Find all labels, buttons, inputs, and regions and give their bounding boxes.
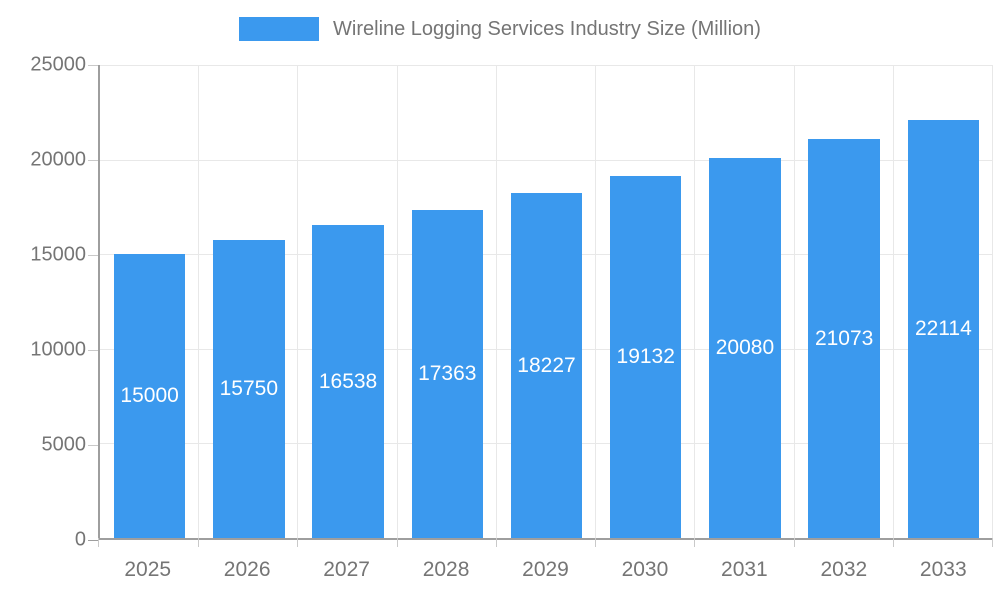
- v-gridline: [198, 65, 200, 538]
- y-tick-mark: [88, 445, 98, 446]
- y-axis-labels: 0 5000 10000 15000 20000 25000: [0, 54, 98, 551]
- bar[interactable]: 16538: [312, 225, 384, 538]
- bar-value-label: 22114: [914, 316, 972, 340]
- y-tick-label: 15000: [30, 243, 86, 266]
- x-tick-mark: [892, 538, 894, 547]
- x-tick-label: 2033: [919, 558, 967, 581]
- y-tick-mark: [88, 255, 98, 256]
- x-tick-mark: [98, 538, 99, 547]
- y-tick-mark: [88, 160, 98, 161]
- v-gridline: [892, 65, 894, 538]
- bar[interactable]: 17363: [411, 209, 483, 538]
- x-tick-mark: [297, 538, 299, 547]
- v-gridline: [495, 65, 497, 538]
- v-gridline: [396, 65, 398, 538]
- v-gridline: [992, 65, 993, 538]
- bar[interactable]: 22114: [907, 119, 980, 538]
- y-tick-label: 20000: [30, 148, 86, 171]
- bar-value-label: 18227: [517, 353, 576, 377]
- bar-value-label: 20080: [715, 336, 775, 360]
- x-tick-mark: [992, 538, 993, 547]
- bar-value-label: 16538: [318, 369, 378, 393]
- x-tick-label: 2025: [124, 558, 172, 581]
- h-gridline: [100, 65, 993, 66]
- x-tick-label: 2027: [323, 558, 370, 581]
- x-tick-mark: [694, 538, 696, 547]
- x-tick-label: 2032: [820, 558, 868, 581]
- bar[interactable]: 18227: [510, 193, 583, 538]
- v-gridline: [297, 65, 299, 538]
- bar[interactable]: 15750: [213, 240, 285, 538]
- x-tick-mark: [595, 538, 597, 547]
- bar-value-label: 21073: [814, 326, 874, 350]
- y-tick-mark: [88, 65, 98, 66]
- v-gridline: [595, 65, 597, 538]
- legend-label: Wireline Logging Services Industry Size …: [333, 17, 761, 40]
- legend-swatch-icon: [239, 17, 320, 41]
- x-tick-label: 2029: [522, 558, 569, 581]
- x-axis-labels: 2025 2026 2027 2028 2029 2030 2031 2032 2033: [98, 558, 993, 586]
- bar[interactable]: 19132: [610, 176, 682, 538]
- x-tick-label: 2028: [422, 558, 470, 581]
- x-tick-mark: [495, 538, 497, 547]
- x-tick-label: 2031: [721, 558, 768, 581]
- bar[interactable]: 21073: [808, 139, 880, 538]
- x-tick-label: 2026: [223, 558, 271, 581]
- bar-value-label: 15750: [219, 377, 279, 400]
- bar-value-label: 19132: [616, 345, 675, 369]
- x-tick-mark: [198, 538, 200, 547]
- x-tick-mark: [396, 538, 398, 547]
- y-tick-label: 25000: [30, 53, 86, 76]
- v-gridline: [793, 65, 795, 538]
- y-tick-label: 10000: [30, 338, 86, 361]
- chart-legend[interactable]: Wireline Logging Services Industry Size …: [0, 14, 1000, 44]
- bar[interactable]: 20080: [709, 158, 781, 538]
- bar-value-label: 15000: [120, 384, 179, 408]
- y-tick-mark: [88, 350, 98, 351]
- bar[interactable]: 15000: [113, 254, 186, 538]
- x-tick-mark: [793, 538, 795, 547]
- plot-area: 15000 15750 16538 17363 18227 19132 20080 21073…: [98, 65, 993, 547]
- x-tick-label: 2030: [621, 558, 669, 581]
- bar-value-label: 17363: [418, 361, 477, 385]
- y-tick-label: 5000: [41, 433, 87, 456]
- v-gridline: [694, 65, 696, 538]
- y-tick-mark: [88, 540, 98, 541]
- y-tick-label: 0: [74, 528, 86, 551]
